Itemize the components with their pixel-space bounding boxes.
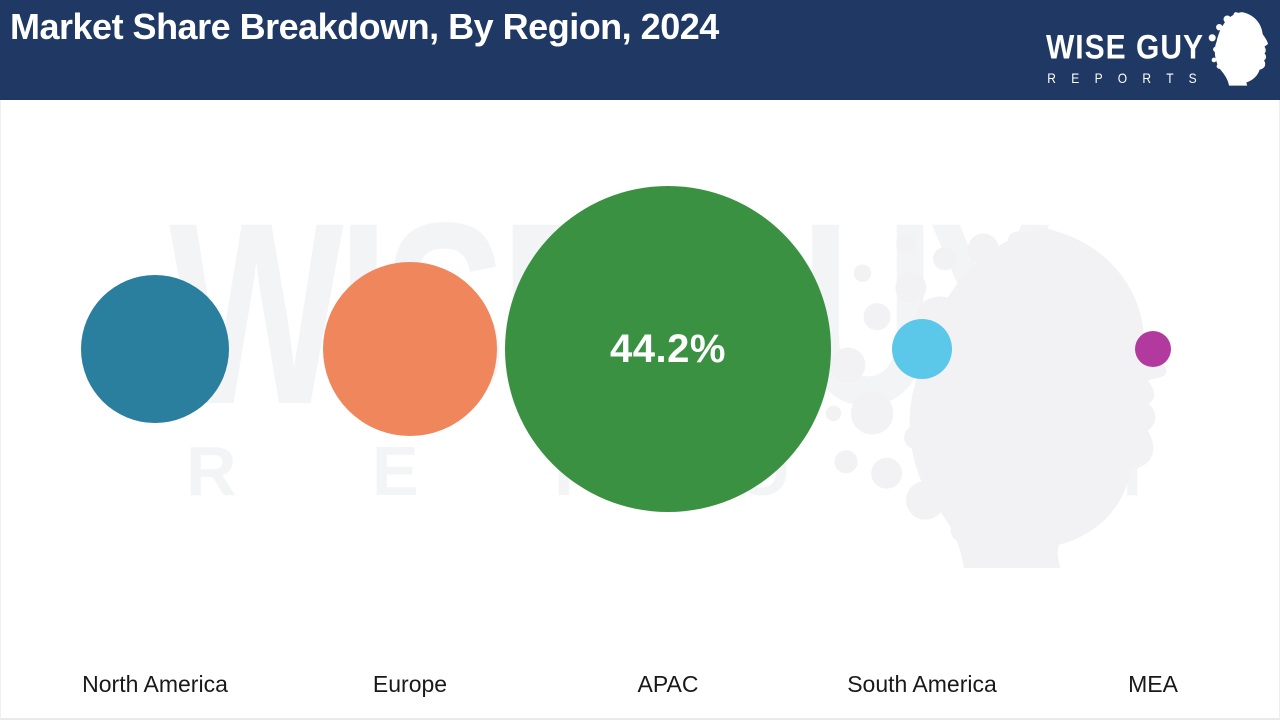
bubble-north-america[interactable] xyxy=(81,275,229,423)
category-label-mea: MEA xyxy=(1128,671,1178,697)
category-label-north-america: North America xyxy=(82,671,228,697)
logo-text: WISE GUY R E P O R T S xyxy=(1045,28,1204,87)
logo-wordmark: WISE GUY xyxy=(1045,28,1204,67)
category-label-europe: Europe xyxy=(372,671,448,697)
bubble-value-label: 44.2% xyxy=(610,326,726,371)
watermark-head-profile-icon xyxy=(825,227,1167,568)
chart-title: Market Share Breakdown, By Region, 2024 xyxy=(10,6,719,47)
bubble-europe[interactable] xyxy=(323,262,497,436)
header: Market Share Breakdown, By Region, 2024 … xyxy=(0,0,1280,100)
logo-subtext: R E P O R T S xyxy=(1047,70,1203,87)
wise-guy-logo: WISE GUY R E P O R T S xyxy=(1046,6,1268,90)
category-label-south-america: South America xyxy=(847,671,997,697)
category-label-apac: APAC xyxy=(637,671,699,697)
bubble-apac[interactable]: 44.2% xyxy=(505,186,831,512)
bubble-mea[interactable] xyxy=(1135,331,1171,367)
bubble-south-america[interactable] xyxy=(892,319,952,379)
dotted-head-profile-icon xyxy=(1208,12,1268,86)
plot-area: WISE GUY R E P O R T S 44.2% North Ame xyxy=(0,100,1280,720)
